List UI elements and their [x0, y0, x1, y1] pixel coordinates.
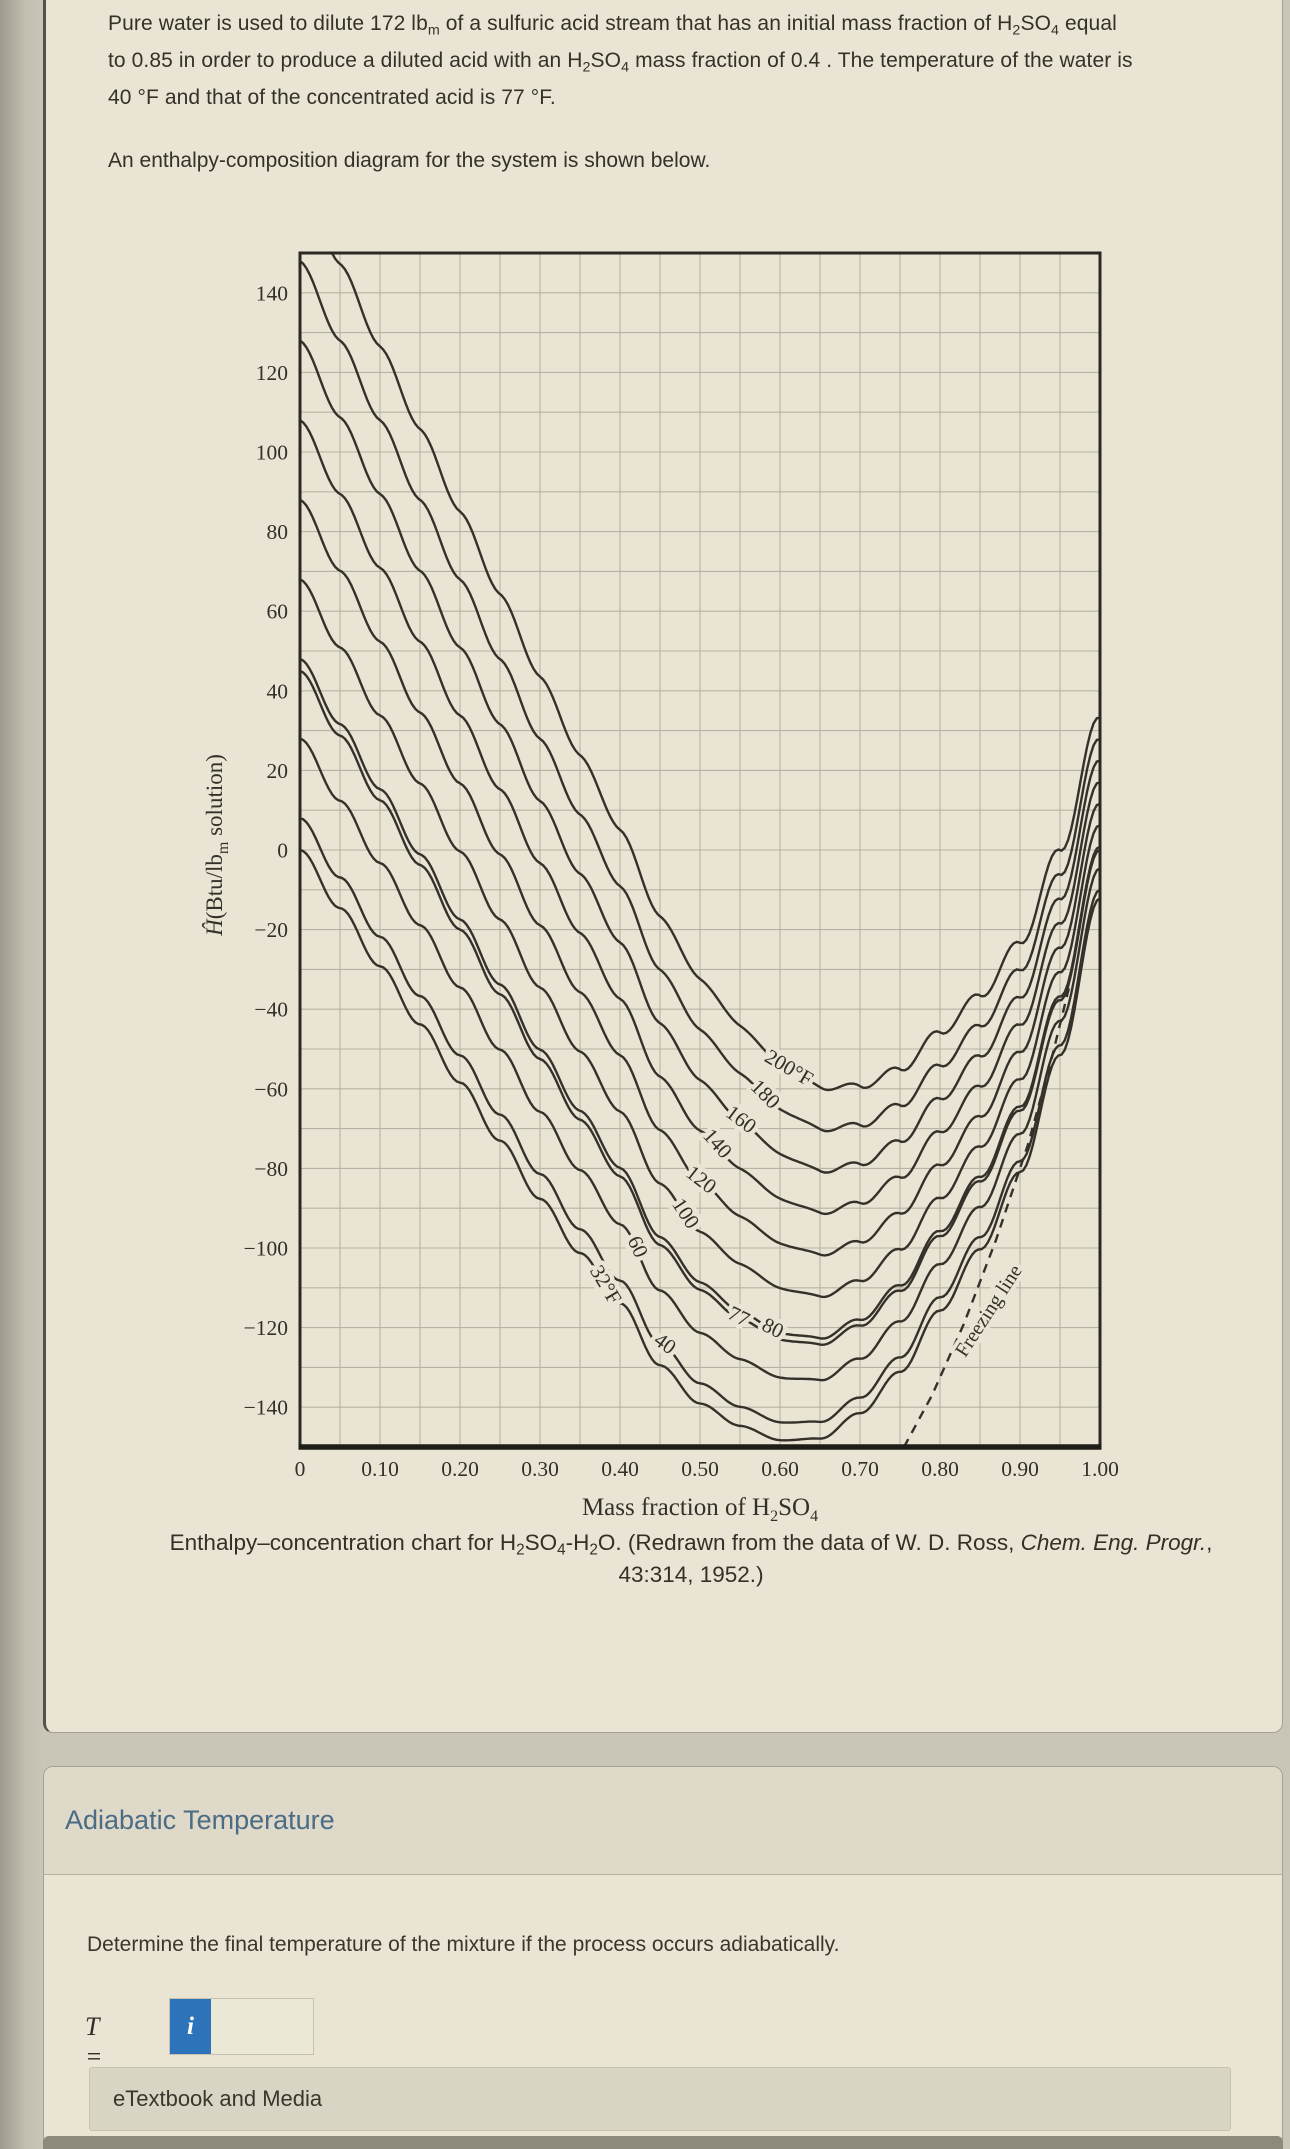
- section-title: Adiabatic Temperature: [65, 1805, 335, 1835]
- next-section-bar[interactable]: [43, 2136, 1283, 2149]
- temperature-answer-input[interactable]: [211, 1999, 313, 2054]
- answer-input-group: i: [169, 1998, 314, 2055]
- section-header-banner: Adiabatic Temperature: [44, 1767, 1282, 1875]
- problem-statement: Pure water is used to dilute 172 lbm of …: [108, 12, 1133, 109]
- question-text: Determine the final temperature of the m…: [87, 1933, 840, 1956]
- problem-card: Pure water is used to dilute 172 lbm of …: [43, 0, 1283, 1733]
- chart-caption: Enthalpy–concentration chart for H2SO4-H…: [169, 1530, 1213, 1587]
- diagram-note: An enthalpy-composition diagram for the …: [108, 149, 711, 172]
- adiabatic-section-card: Adiabatic Temperature Determine the fina…: [43, 1766, 1283, 2149]
- etextbook-label: eTextbook and Media: [113, 2086, 323, 2111]
- etextbook-and-media-accordion[interactable]: eTextbook and Media: [89, 2067, 1231, 2131]
- page-left-shadow: [0, 0, 43, 2149]
- answer-info-button[interactable]: i: [170, 1999, 211, 2054]
- answer-label: T =: [85, 2012, 103, 2071]
